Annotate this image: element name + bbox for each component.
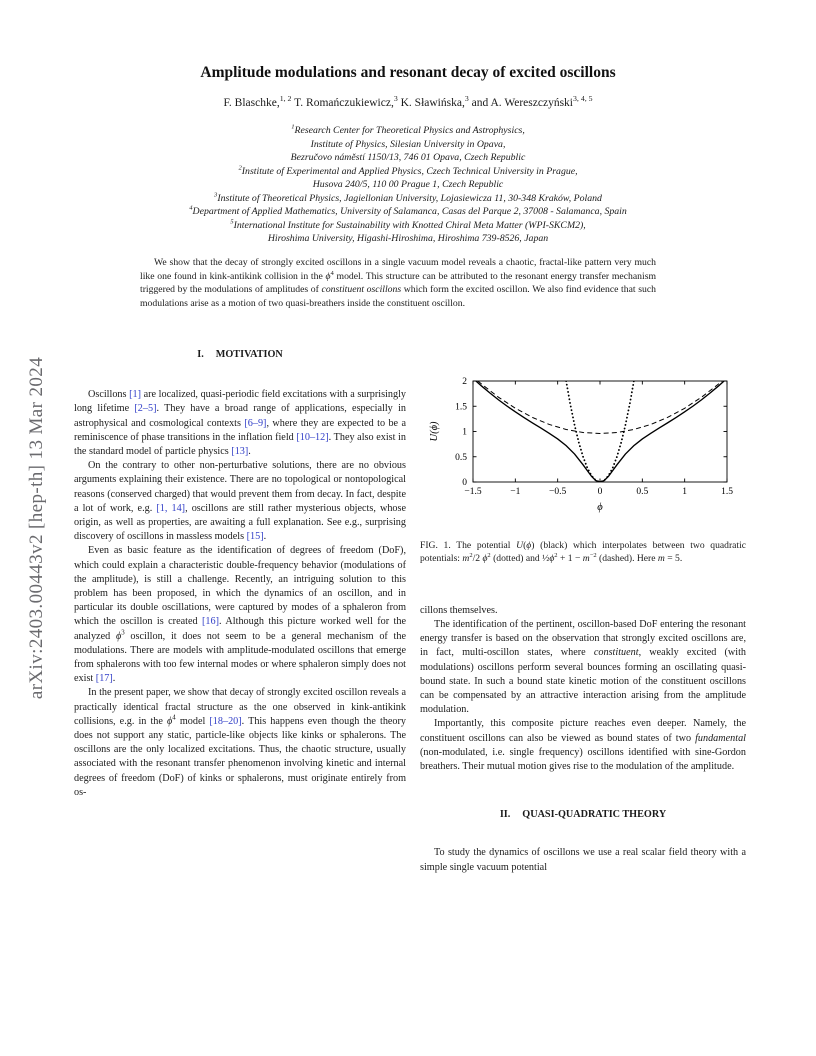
section-number: II. xyxy=(499,809,511,821)
paper-title: Amplitude modulations and resonant decay… xyxy=(200,64,616,81)
paragraph: To study the dynamics of oscillons we us… xyxy=(420,847,746,873)
y-tick-label: 1 xyxy=(462,428,467,438)
y-tick-label: 0.5 xyxy=(455,453,467,463)
x-tick-label: 1 xyxy=(682,487,687,497)
left-column: I. MOTIVATION Oscillons [1] are localized… xyxy=(74,348,406,800)
paragraph: cillons themselves. xyxy=(420,604,498,616)
y-tick-label: 2 xyxy=(462,377,467,387)
citation-link[interactable]: [17] xyxy=(95,673,113,685)
x-tick-label: −1.5 xyxy=(464,487,481,497)
section-heading-motivation: I. MOTIVATION xyxy=(74,348,406,362)
curve-solid xyxy=(474,381,726,482)
paragraph: Oscillons [1] are localized, quasi-perio… xyxy=(74,389,407,458)
figure-1: −1.5 −1 −0.5 0 0.5 1 1.5 0 0.5 1 1.5 2 ϕ U(ϕ) FIG. 1.… xyxy=(420,375,746,566)
section-title: QUASI-QUADRATIC THEORY xyxy=(522,809,667,821)
x-tick-label: 0 xyxy=(598,487,603,497)
paragraph: Even as basic feature as the identificat… xyxy=(74,545,406,685)
citation-link[interactable]: [18–20] xyxy=(209,715,242,727)
paragraph: In the present paper, we show that decay… xyxy=(74,687,407,798)
affiliations-block: 1Research Center for Theoretical Physics… xyxy=(60,124,756,246)
citation-link[interactable]: [1, 14] xyxy=(156,502,186,514)
affiliation-line: 4Department of Applied Mathematics, Univ… xyxy=(189,204,627,217)
curve-dashed xyxy=(477,381,723,435)
figure-plot: −1.5 −1 −0.5 0 0.5 1 1.5 0 0.5 1 1.5 2 ϕ U(ϕ) xyxy=(429,377,733,513)
y-tick-label: 0 xyxy=(462,478,467,488)
affiliation-line: 1Research Center for Theoretical Physics… xyxy=(291,123,525,136)
abstract: We show that the decay of strongly excit… xyxy=(140,257,656,309)
paragraph: Importantly, this composite picture reac… xyxy=(420,718,746,773)
section-number: I. xyxy=(197,349,204,360)
affiliation-line: 2Institute of Experimental and Applied P… xyxy=(238,164,578,177)
plot-frame xyxy=(472,380,728,483)
affiliation-line: 3Institute of Theoretical Physics, Jagie… xyxy=(214,191,602,204)
citation-link[interactable]: [6–9] xyxy=(244,417,267,429)
paragraph: The identification of the pertinent, osc… xyxy=(420,619,746,716)
arxiv-watermark: arXiv:2403.00443v2 [hep-th] 13 Mar 2024 xyxy=(26,356,47,700)
x-tick-label: −1 xyxy=(510,487,520,497)
affiliation-line: 5International Institute for Sustainabil… xyxy=(230,218,586,231)
citation-link[interactable]: [13] xyxy=(231,446,249,458)
affiliation-line: Bezručovo náměstí 1150/13, 746 01 Opava,… xyxy=(290,152,526,163)
section-title: MOTIVATION xyxy=(215,349,283,360)
affiliation-line: Husova 240/5, 110 00 Prague 1, Czech Rep… xyxy=(312,179,504,190)
y-tick-label: 1.5 xyxy=(455,402,467,412)
section-heading-quasi-quadratic: II. QUASI-QUADRATIC THEORY xyxy=(420,808,746,822)
x-tick-label: 0.5 xyxy=(636,487,648,497)
x-tick-label: −0.5 xyxy=(549,487,566,497)
author-line: F. Blaschke,1, 2 T. Romańczukiewicz,3 K.… xyxy=(223,94,593,109)
citation-link[interactable]: [16] xyxy=(202,616,219,628)
x-tick-label: 1.5 xyxy=(721,487,733,497)
figure-caption: FIG. 1. The potential U(ϕ) (black) which… xyxy=(420,540,746,565)
affiliation-line: Institute of Physics, Silesian Universit… xyxy=(310,138,506,150)
citation-link[interactable]: [1] xyxy=(129,389,141,401)
citation-link[interactable]: [10–12] xyxy=(296,431,329,443)
citation-link[interactable]: [2–5] xyxy=(134,403,157,415)
affiliation-line: Hiroshima University, Higashi-Hiroshima,… xyxy=(267,233,549,244)
paragraph: On the contrary to other non-perturbativ… xyxy=(74,460,406,543)
y-axis-label: U(ϕ) xyxy=(429,421,440,442)
citation-link[interactable]: [15] xyxy=(246,531,264,543)
x-axis-label: ϕ xyxy=(597,502,603,513)
right-column: −1.5 −1 −0.5 0 0.5 1 1.5 0 0.5 1 1.5 2 ϕ U(ϕ) FIG. 1.… xyxy=(420,375,746,875)
